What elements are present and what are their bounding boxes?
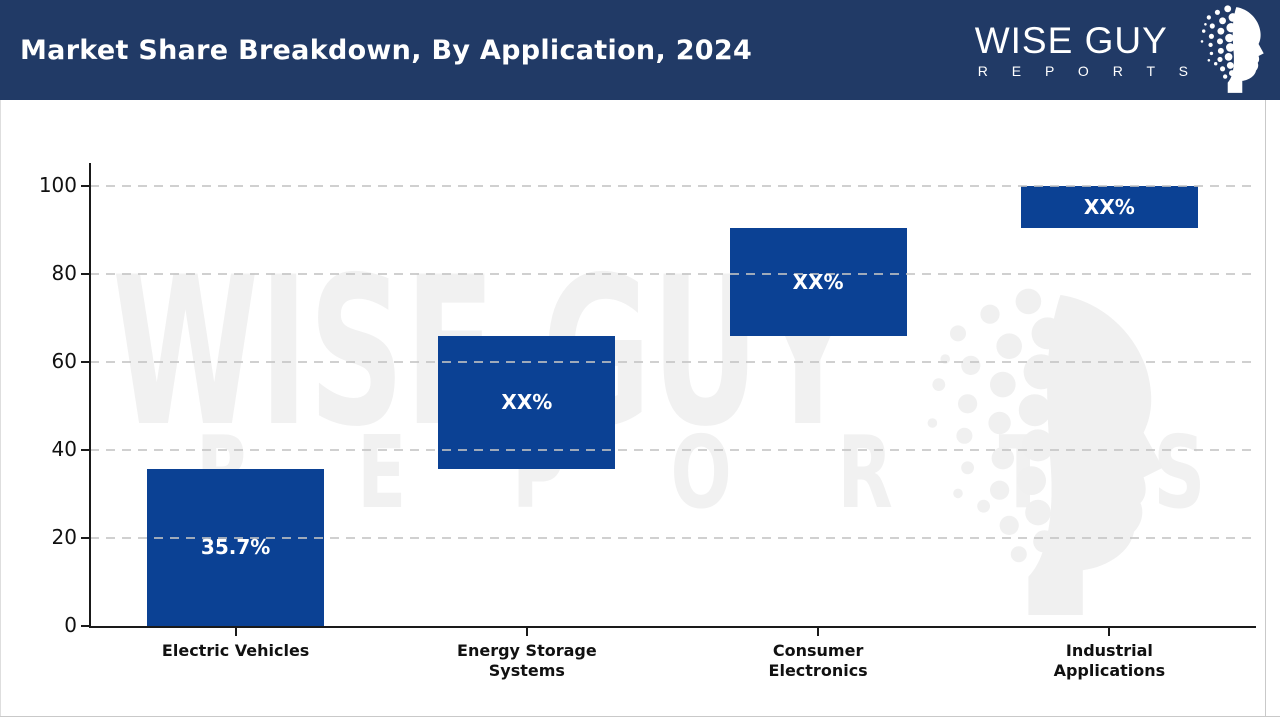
x-tick-mark [817, 628, 820, 636]
y-tick-mark [81, 449, 89, 451]
category-label-line: Systems [488, 661, 565, 680]
y-tick-mark [81, 185, 89, 187]
bar-segment [729, 227, 907, 336]
gridline-60 [90, 361, 1252, 363]
y-tick-label: 80 [51, 261, 77, 285]
gridline-40 [90, 449, 1252, 451]
bar-segment [438, 335, 616, 469]
category-label: Consumer Electronics [678, 641, 958, 681]
y-tick-label: 0 [64, 613, 77, 637]
bar-segment [1020, 186, 1198, 228]
gridline-20 [90, 537, 1252, 539]
frame-bottom-border [0, 716, 1280, 717]
header-bar: Market Share Breakdown, By Application, … [0, 0, 1280, 100]
category-label-line: Energy Storage [457, 641, 597, 660]
frame-left-border [0, 100, 1, 716]
y-axis-line [89, 163, 91, 628]
category-label-line: Applications [1053, 661, 1166, 680]
category-label-line: Industrial [1065, 641, 1153, 660]
x-tick-mark [525, 628, 528, 636]
x-tick-mark [234, 628, 237, 636]
category-label: Energy Storage Systems [387, 641, 667, 681]
y-tick-label: 100 [38, 173, 77, 197]
y-tick-label: 60 [51, 349, 77, 373]
y-tick-mark [81, 625, 89, 627]
gridline-80 [90, 273, 1252, 275]
logo-wordmark-line1: WISE GUY [974, 19, 1168, 61]
y-tick-label: 40 [51, 437, 77, 461]
frame-right-border [1265, 100, 1266, 716]
chart-area: WISE GUY R E P O R T S 0 20 40 60 80 100 35.7%… [0, 100, 1280, 717]
bar-value-label: XX% [501, 390, 553, 415]
category-label: Industrial Applications [969, 641, 1249, 681]
category-label: Electric Vehicles [96, 641, 376, 661]
category-label-line: Electric Vehicles [161, 641, 310, 660]
bar-value-label: XX% [792, 269, 844, 294]
brand-logo: WISE GUY R E P O R T S [975, 4, 1270, 96]
y-tick-label: 20 [51, 525, 77, 549]
bar-segment [147, 468, 325, 626]
plot-area: 0 20 40 60 80 100 35.7% Electric Vehicles XX% Ene… [0, 100, 1280, 717]
bar-value-label: XX% [1083, 194, 1135, 219]
logo-wordmark: WISE GUY R E P O R T S [974, 19, 1198, 79]
y-tick-mark [81, 537, 89, 539]
y-tick-mark [81, 361, 89, 363]
category-label-line: Consumer [772, 641, 864, 660]
gridline-100 [90, 185, 1252, 187]
x-axis-line [89, 626, 1256, 628]
category-label-line: Electronics [768, 661, 868, 680]
logo-wordmark-line2: R E P O R T S [977, 62, 1198, 79]
y-tick-mark [81, 273, 89, 275]
x-tick-mark [1108, 628, 1111, 636]
bar-value-label: 35.7% [200, 535, 271, 560]
chart-title: Market Share Breakdown, By Application, … [20, 34, 753, 66]
